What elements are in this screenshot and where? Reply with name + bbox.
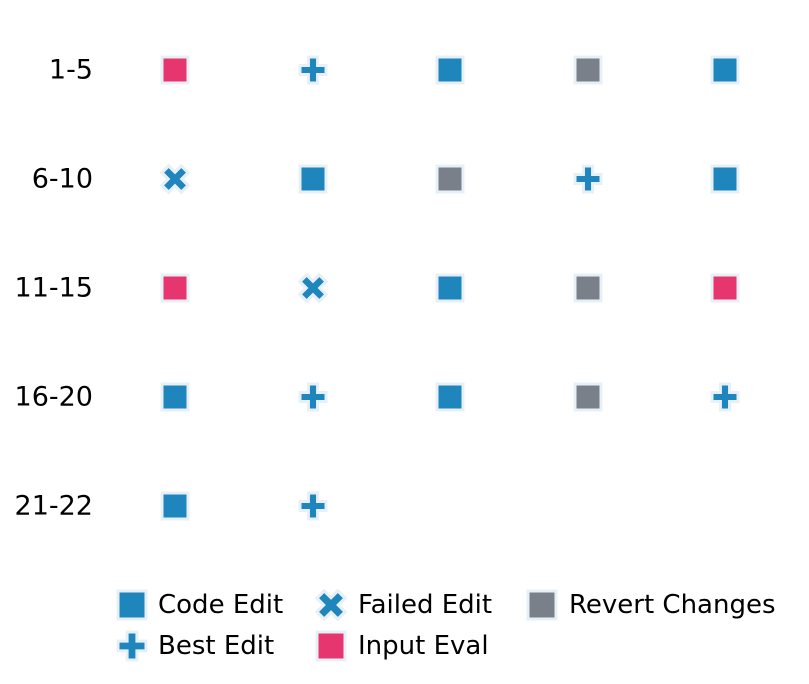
legend-revert-changes-marker-icon: [523, 586, 561, 624]
legend-item-label: Revert Changes: [569, 590, 776, 620]
row-label: 1-5: [48, 54, 93, 86]
code-edit-marker-icon: [295, 161, 331, 197]
legend-item-label: Failed Edit: [358, 590, 493, 620]
legend-failed-edit-marker-icon: [312, 586, 350, 624]
code-edit-marker-icon: [157, 379, 193, 415]
input-eval-marker-icon: [157, 52, 193, 88]
code-edit-marker-icon: [157, 488, 193, 524]
legend-item-label: Input Eval: [358, 631, 489, 661]
best-edit-marker-icon: [707, 379, 743, 415]
code-edit-marker-icon: [432, 270, 468, 306]
legend-item-label: Code Edit: [158, 590, 284, 620]
revert-changes-marker-icon: [570, 379, 606, 415]
input-eval-marker-icon: [157, 270, 193, 306]
input-eval-marker-icon: [707, 270, 743, 306]
legend-input-eval-marker-icon: [312, 627, 350, 665]
best-edit-marker-icon: [570, 161, 606, 197]
row-label: 21-22: [14, 490, 93, 521]
failed-edit-marker-icon: [295, 270, 331, 306]
code-edit-marker-icon: [432, 52, 468, 88]
failed-edit-marker-icon: [157, 161, 193, 197]
best-edit-marker-icon: [295, 488, 331, 524]
code-edit-marker-icon: [432, 379, 468, 415]
revert-changes-marker-icon: [570, 52, 606, 88]
legend-best-edit-marker-icon: [113, 627, 151, 665]
row-label: 16-20: [14, 381, 93, 413]
best-edit-marker-icon: [295, 52, 331, 88]
row-label: 6-10: [31, 163, 93, 195]
legend-code-edit-marker-icon: [113, 586, 151, 624]
best-edit-marker-icon: [295, 379, 331, 415]
revert-changes-marker-icon: [432, 161, 468, 197]
legend-item-label: Best Edit: [158, 631, 275, 661]
code-edit-marker-icon: [707, 161, 743, 197]
code-edit-marker-icon: [707, 52, 743, 88]
row-label: 11-15: [14, 272, 93, 304]
revert-changes-marker-icon: [570, 270, 606, 306]
